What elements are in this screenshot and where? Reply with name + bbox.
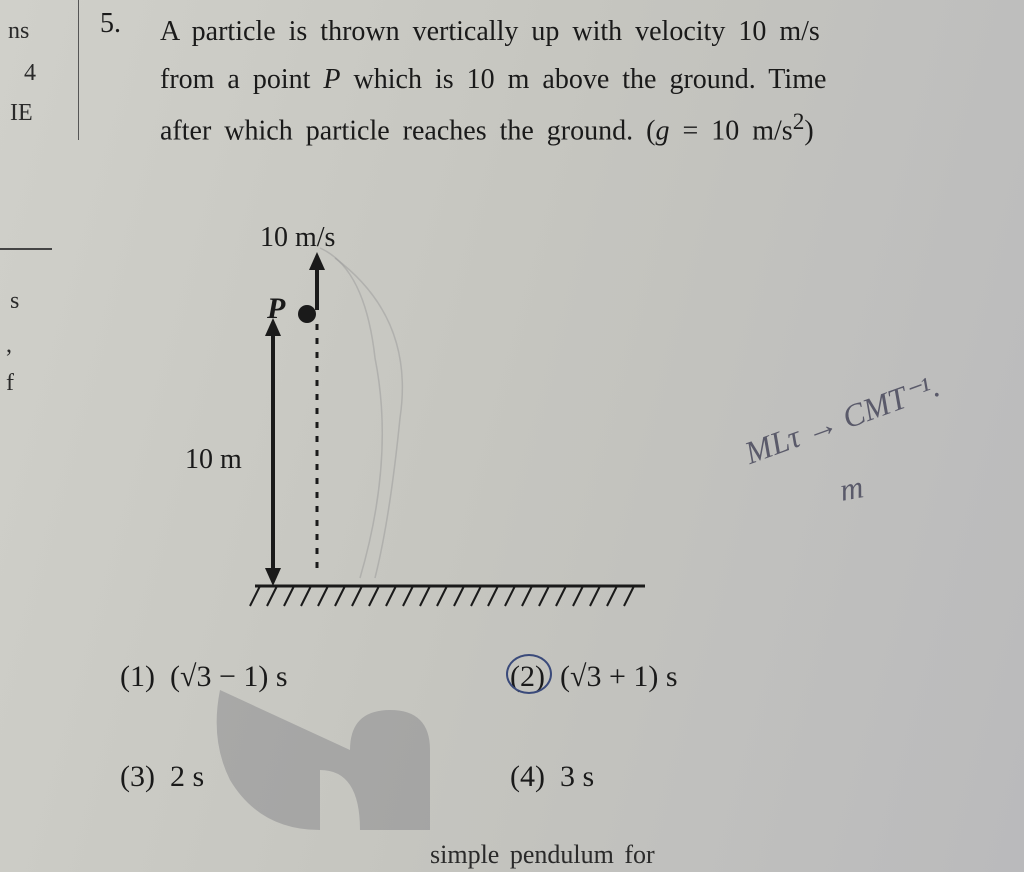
ground-hatching xyxy=(250,586,634,606)
option-number: (4) xyxy=(510,760,545,793)
option-2: (2) (√3 + 1) s xyxy=(510,660,678,694)
margin-fragment: , xyxy=(6,332,12,359)
option-4: (4) 3 s xyxy=(510,760,594,794)
question-number: 5. xyxy=(100,8,121,40)
next-question-fragment: simple pendulum for xyxy=(430,840,655,870)
particle-dot xyxy=(298,305,316,323)
option-number: (1) xyxy=(120,660,155,693)
margin-fragment: IE xyxy=(10,100,33,127)
watermark-smudge xyxy=(200,680,460,866)
margin-fragment: s xyxy=(10,288,19,315)
height-label: 10 m xyxy=(185,444,242,475)
scanned-page: ns 4 IE s , f 5. A particle is thrown ve… xyxy=(0,0,1024,872)
option-number: (3) xyxy=(120,760,155,793)
margin-fragment: 4 xyxy=(24,60,36,87)
option-3: (3) 2 s xyxy=(120,760,204,794)
pencil-scribble xyxy=(320,248,382,578)
handwritten-note: m xyxy=(837,468,866,508)
margin-fragment: f xyxy=(6,370,14,397)
point-p-label: P xyxy=(266,292,286,325)
handwritten-note: MLτ → CMT⁻¹. xyxy=(740,366,945,472)
velocity-arrow-head xyxy=(309,252,325,270)
physics-diagram: 10 m/s P 10 m xyxy=(165,218,665,638)
vertical-rule xyxy=(78,0,79,140)
question-text: A particle is thrown vertically up with … xyxy=(160,8,860,155)
velocity-label: 10 m/s xyxy=(260,222,335,253)
pencil-scribble xyxy=(335,258,402,578)
option-number: (2) xyxy=(510,660,545,693)
height-arrow-bottom xyxy=(265,568,281,586)
diagram-svg: 10 m/s P 10 m xyxy=(165,218,665,638)
margin-fragment: ns xyxy=(8,18,29,45)
left-margin: ns 4 IE s , f xyxy=(0,0,70,872)
